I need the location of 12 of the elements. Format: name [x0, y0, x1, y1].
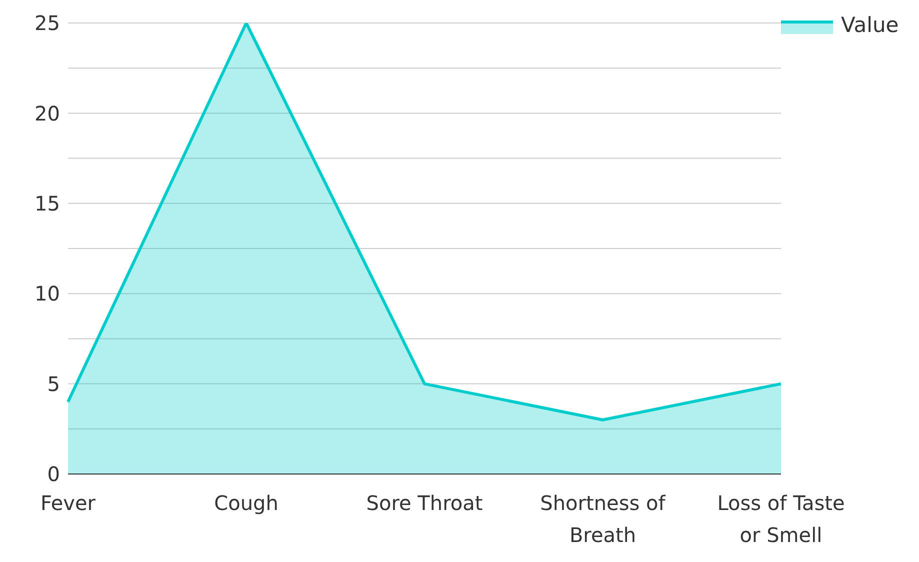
x-tick-label: Loss of Taste or Smell: [717, 491, 845, 547]
y-tick-label: 20: [34, 101, 60, 126]
x-tick-label: Sore Throat: [366, 491, 483, 515]
x-tick-label: Fever: [40, 491, 96, 515]
x-tick-label: Shortness of Breath: [540, 491, 666, 547]
y-tick-label: 0: [47, 462, 60, 486]
legend-label: Value: [841, 13, 899, 37]
y-tick-label: 25: [34, 11, 60, 36]
y-tick-label: 15: [34, 192, 60, 216]
y-tick-label: 10: [34, 282, 60, 306]
x-tick-label: Cough: [214, 491, 278, 515]
y-tick-label: 5: [47, 372, 60, 396]
